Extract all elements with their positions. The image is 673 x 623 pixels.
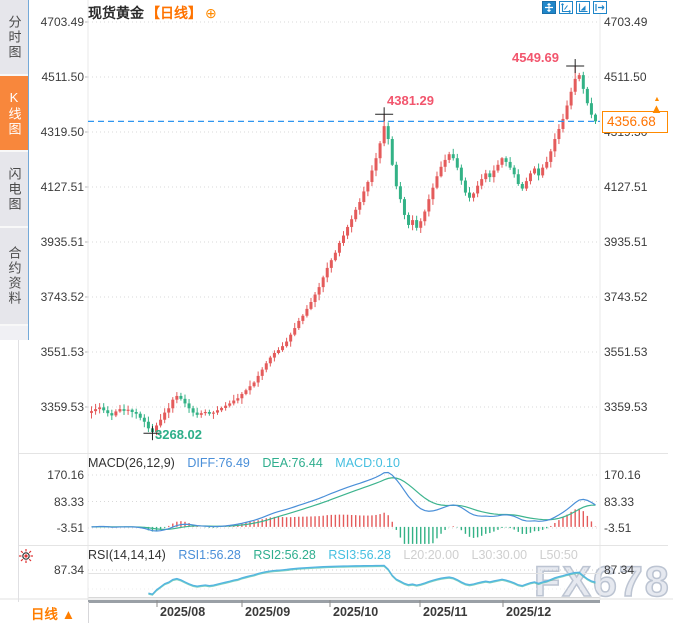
chart-title-row: 现货黄金 【日线】 ⊕ xyxy=(88,3,217,21)
bottom-tab-divider xyxy=(88,602,89,623)
y-axis-label-right: 4127.51 xyxy=(604,180,648,194)
axis-scale-icon[interactable] xyxy=(559,1,573,14)
exit-chart-icon[interactable] xyxy=(593,1,607,14)
rsi3-value: RSI3:56.28 xyxy=(328,548,391,562)
price-up-arrow-icon: ▲ xyxy=(650,101,663,116)
period-tab-daily[interactable]: 日线 ▲ xyxy=(18,603,88,623)
sidebar-tab-time-chart[interactable]: 分时图 xyxy=(0,0,28,76)
y-axis-label-right: 4703.49 xyxy=(604,15,648,29)
rsi1-value: RSI1:56.28 xyxy=(178,548,241,562)
x-axis-label: 2025/10 xyxy=(333,605,379,619)
price-up-arrow-small-icon: ▲ xyxy=(653,96,661,103)
macd-axis-label-left: 170.16 xyxy=(47,468,84,482)
macd-axis-label-left: 83.33 xyxy=(53,494,84,509)
y-axis-label-left: 4511.50 xyxy=(41,70,85,84)
sidebar-tab-contract-info[interactable]: 合约资料 xyxy=(0,228,28,326)
rsi-l20-value: L20:20.00 xyxy=(403,548,460,562)
instrument-title: 现货黄金 xyxy=(88,5,144,21)
rsi-axis-label-right: 87.34 xyxy=(604,563,635,577)
y-axis-label-left: 3359.53 xyxy=(40,400,84,414)
pan-icon[interactable] xyxy=(542,1,556,14)
y-axis-label-left: 4703.49 xyxy=(40,15,84,29)
axis-fit-icon[interactable] xyxy=(576,1,590,14)
sidebar-tab-kline-chart[interactable]: K线图 xyxy=(0,76,28,152)
left-panel-divider xyxy=(18,340,19,602)
sidebar-border xyxy=(28,0,29,340)
macd-diff-value: DIFF:76.49 xyxy=(187,456,250,470)
y-axis-label-right: 3359.53 xyxy=(604,400,648,414)
y-axis-label-right: 4511.50 xyxy=(604,70,647,84)
macd-axis-label-right: 170.16 xyxy=(604,468,641,482)
indicator-settings-gear-icon[interactable] xyxy=(18,548,34,564)
annotation-low: 3268.02 xyxy=(155,427,202,442)
rsi-l50-value: L50:50 xyxy=(539,548,578,562)
y-axis-label-left: 3551.53 xyxy=(40,345,84,359)
annotation-high: 4549.69 xyxy=(512,50,559,65)
y-axis-label-right: 3551.53 xyxy=(604,345,648,359)
y-axis-label-right: 3935.51 xyxy=(604,235,648,249)
sidebar-tab-lightning-chart[interactable]: 闪电图 xyxy=(0,152,28,228)
y-axis-label-left: 3743.52 xyxy=(40,290,84,304)
macd-axis-label-right: 83.33 xyxy=(604,494,635,509)
rsi-axis-label-left: 87.34 xyxy=(53,563,84,577)
macd-dea-value: DEA:76.44 xyxy=(262,456,323,470)
period-tab-label: 日线 xyxy=(30,607,58,622)
y-axis-label-left: 4127.51 xyxy=(40,180,84,194)
x-axis-label: 2025/11 xyxy=(423,605,468,619)
y-axis-label-left: 3935.51 xyxy=(40,235,84,249)
macd-hist-value: MACD:0.10 xyxy=(335,456,400,470)
current-price-box: 4356.68 xyxy=(602,111,668,133)
macd-axis-label-left: -3.51 xyxy=(56,521,84,535)
period-tag: 【日线】 xyxy=(146,5,202,21)
rsi-label-row: RSI(14,14,14) RSI1:56.28 RSI2:56.28 RSI3… xyxy=(88,548,587,562)
chart-toolbar xyxy=(542,1,607,14)
y-axis-label-left: 4319.50 xyxy=(40,125,84,139)
y-axis-label-right: 3743.52 xyxy=(604,290,648,304)
add-indicator-icon[interactable]: ⊕ xyxy=(205,5,217,21)
x-axis-label: 2025/12 xyxy=(506,605,552,619)
rsi2-value: RSI2:56.28 xyxy=(253,548,316,562)
rsi-title: RSI(14,14,14) xyxy=(88,548,166,562)
macd-label-row: MACD(26,12,9) DIFF:76.49 DEA:76.44 MACD:… xyxy=(88,456,409,470)
annotation-mid-high: 4381.29 xyxy=(387,93,434,108)
macd-title: MACD(26,12,9) xyxy=(88,456,175,470)
macd-axis-label-right: -3.51 xyxy=(604,521,632,535)
period-tab-arrow-icon: ▲ xyxy=(61,607,76,622)
x-axis-label: 2025/08 xyxy=(160,605,206,619)
sidebar: 分时图 K线图 闪电图 合约资料 xyxy=(0,0,28,340)
rsi-l30-value: L30:30.00 xyxy=(471,548,528,562)
x-axis-label: 2025/09 xyxy=(245,605,291,619)
